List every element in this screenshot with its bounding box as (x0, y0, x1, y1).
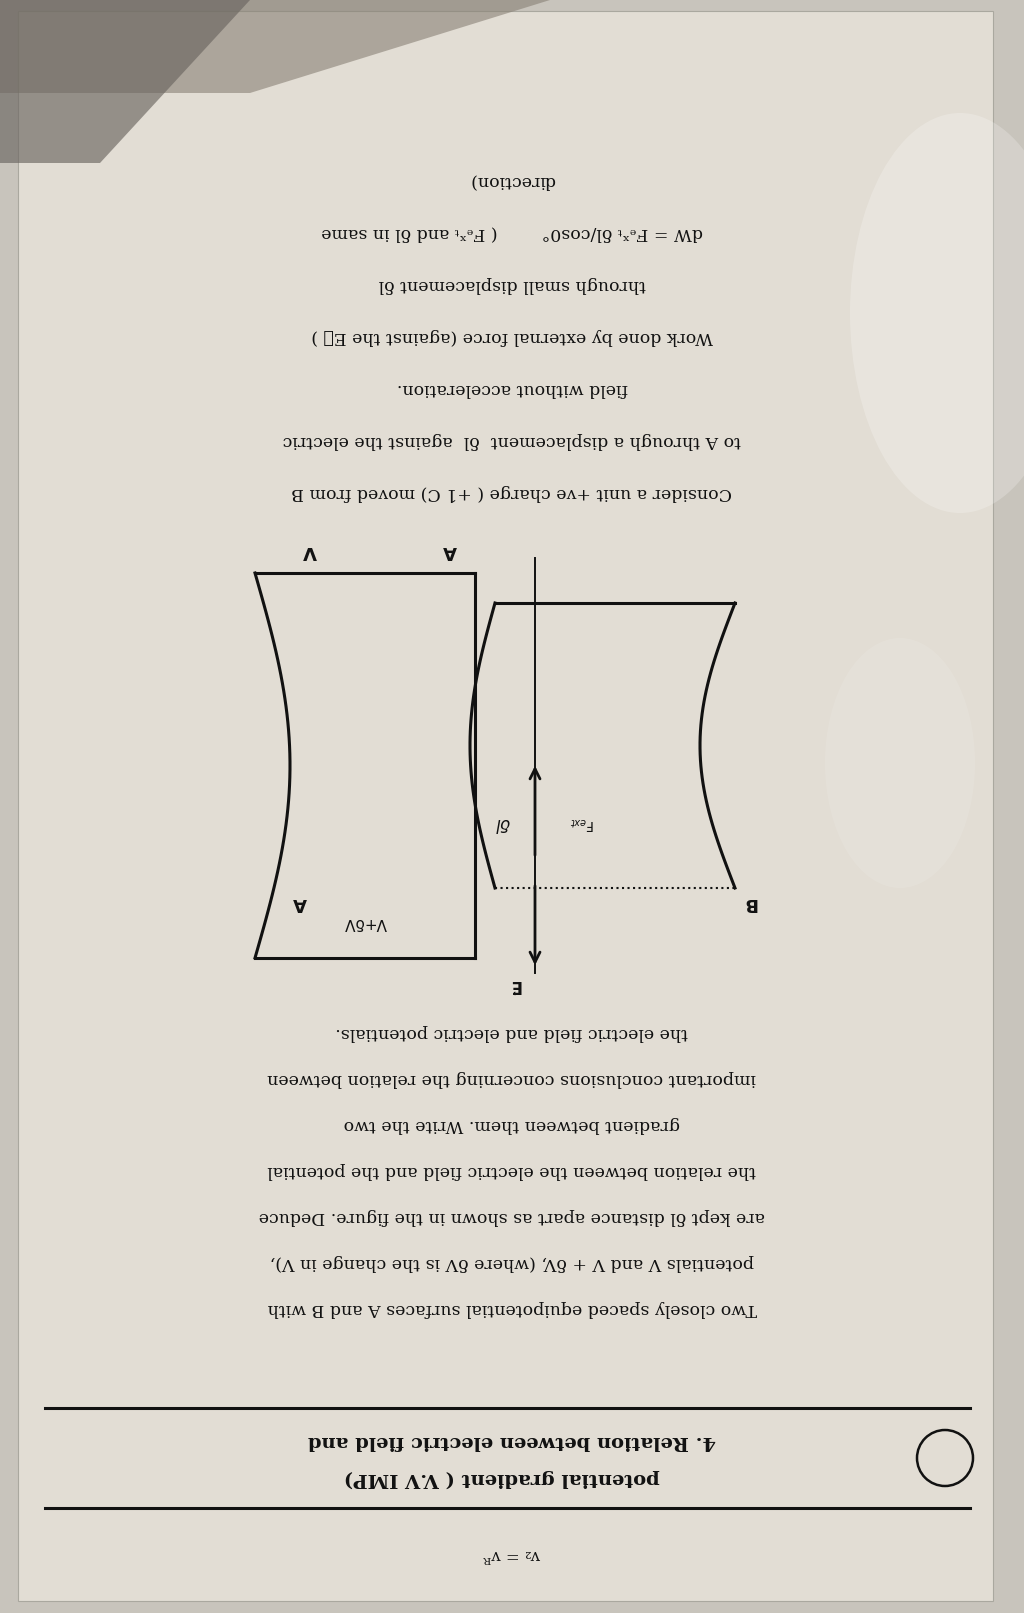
Text: direction): direction) (469, 173, 555, 189)
Text: the relation between the electric field and the potential: the relation between the electric field … (267, 1161, 757, 1179)
Polygon shape (0, 0, 550, 94)
Text: potentials V and V + δV, (where δV is the change in V),: potentials V and V + δV, (where δV is th… (270, 1253, 754, 1271)
Text: Work done by external force (against the E⃗ ): Work done by external force (against the… (311, 329, 713, 345)
Text: important conclusions concerning the relation between: important conclusions concerning the rel… (267, 1069, 757, 1087)
Text: to A through a displacement  δl  against the electric: to A through a displacement δl against t… (283, 432, 741, 450)
Text: A: A (293, 894, 307, 911)
Text: 4. Relation between electric field and: 4. Relation between electric field and (308, 1432, 716, 1450)
FancyBboxPatch shape (18, 11, 993, 1602)
Text: are kept δl distance apart as shown in the figure. Deduce: are kept δl distance apart as shown in t… (259, 1208, 765, 1224)
Ellipse shape (825, 639, 975, 889)
Polygon shape (0, 0, 250, 163)
Text: V: V (303, 542, 317, 560)
Text: E⃗: E⃗ (509, 976, 520, 994)
Text: dW = Fₑˣₜ δl/cos0°        ( Fₑˣₜ and δl in same: dW = Fₑˣₜ δl/cos0° ( Fₑˣₜ and δl in same (322, 224, 702, 242)
Ellipse shape (850, 113, 1024, 513)
Text: V+δV: V+δV (344, 916, 386, 931)
Text: A: A (443, 542, 457, 560)
Text: field without acceleration.: field without acceleration. (396, 381, 628, 397)
Text: v₂ = vᴿ: v₂ = vᴿ (483, 1547, 541, 1563)
Text: through small displacement δl: through small displacement δl (378, 276, 646, 294)
Text: Consider a unit +ve charge ( +1 C) moved from B: Consider a unit +ve charge ( +1 C) moved… (292, 484, 732, 502)
Text: δl: δl (495, 815, 509, 832)
Text: potential gradient ( V.V IMP): potential gradient ( V.V IMP) (344, 1469, 680, 1487)
Text: the electric field and electric potentials.: the electric field and electric potentia… (336, 1024, 688, 1040)
Text: gradient between them. Write the two: gradient between them. Write the two (344, 1116, 680, 1132)
Text: B: B (743, 894, 757, 911)
Text: Two closely spaced equipotential surfaces A and B with: Two closely spaced equipotential surface… (267, 1300, 757, 1316)
Text: F$_{ext}$: F$_{ext}$ (569, 815, 595, 831)
